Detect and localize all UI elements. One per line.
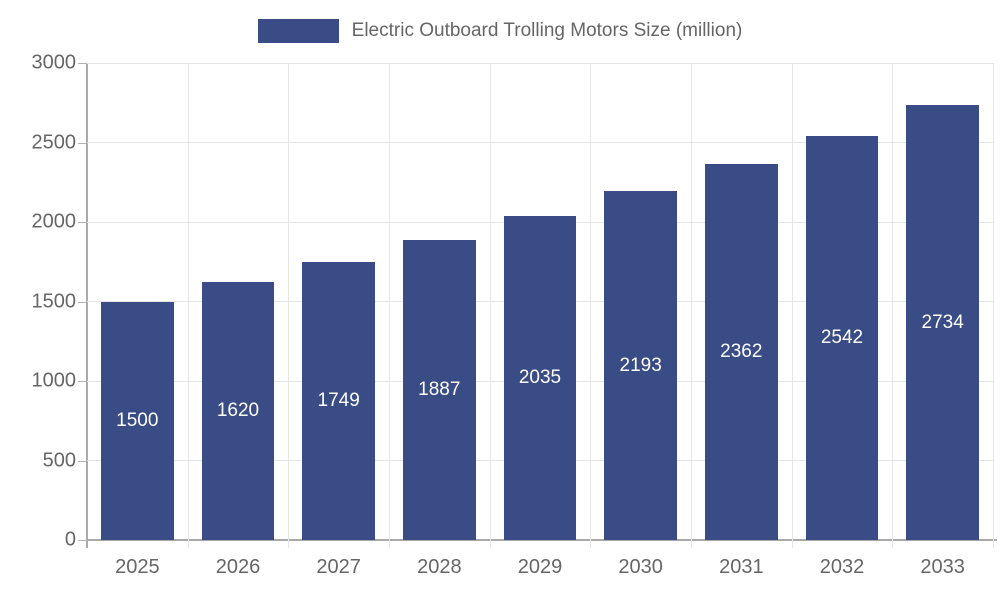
y-axis-tick [78,301,87,303]
bar-value-label: 2193 [619,354,662,376]
y-axis-tick [78,460,87,462]
x-axis-tick-label: 2030 [618,556,663,578]
y-axis-tick [78,381,87,382]
legend-label: Electric Outboard Trolling Motors Size (… [351,20,743,41]
y-axis-tick-label: 1500 [31,290,77,312]
bar-2031: 2362 [704,164,778,540]
v-gridline [690,63,692,548]
bar-value-label: 2035 [518,367,562,389]
x-axis-tick-label: 2031 [719,556,764,578]
y-axis-tick-label: 3000 [31,51,77,74]
bar-2033: 2734 [906,105,980,540]
x-axis-tick-label: 2029 [517,556,563,578]
bar-value-label: 1620 [216,400,260,422]
bar-2030: 2193 [604,191,678,540]
v-gridline [993,63,994,548]
x-axis-tick-label: 2025 [115,556,160,578]
bar-2029: 2035 [503,216,577,540]
v-gridline [288,63,290,548]
plot-area: 1500 1620 1749 1887 2035 2193 2362 2542 2734 [87,62,994,548]
h-gridline [87,62,993,64]
v-gridline [590,63,592,548]
y-axis-tick [78,540,87,541]
y-axis-tick [78,63,87,64]
bar-2025: 1500 [100,301,174,540]
v-gridline [791,63,793,548]
x-axis-tick-label: 2032 [819,556,865,578]
y-axis-tick [78,222,87,223]
x-axis-line [86,539,997,541]
bar-2026: 1620 [201,282,275,540]
bar-2028: 1887 [402,239,476,540]
y-axis-tick-label: 2000 [31,210,77,233]
y-axis-tick-label: 0 [64,528,76,551]
bar-value-label: 2362 [720,341,763,363]
legend-swatch [257,19,339,43]
v-gridline [388,63,390,548]
bar-2027: 1749 [302,261,376,540]
y-axis-line [86,63,88,548]
bar-2032: 2542 [805,135,879,540]
bar-value-label: 1749 [317,389,360,411]
x-axis-tick-label: 2027 [316,556,361,578]
bar-value-label: 2734 [921,311,964,333]
y-axis-tick-label: 1000 [31,369,77,392]
y-axis-tick [78,142,87,144]
y-axis-tick-label: 500 [42,449,76,471]
h-gridline [87,142,993,143]
v-gridline [187,63,189,548]
x-axis-tick-label: 2028 [417,556,462,578]
legend-item[interactable]: Electric Outboard Trolling Motors Size (… [0,12,1000,50]
v-gridline [489,63,491,548]
v-gridline [892,63,894,548]
x-axis-tick-label: 2026 [215,556,261,578]
bar-value-label: 1887 [418,378,461,400]
y-axis-tick-label: 2500 [31,131,77,153]
bar-value-label: 2542 [820,326,864,348]
bar-value-label: 1500 [116,409,159,431]
x-axis-tick-label: 2033 [920,556,965,578]
